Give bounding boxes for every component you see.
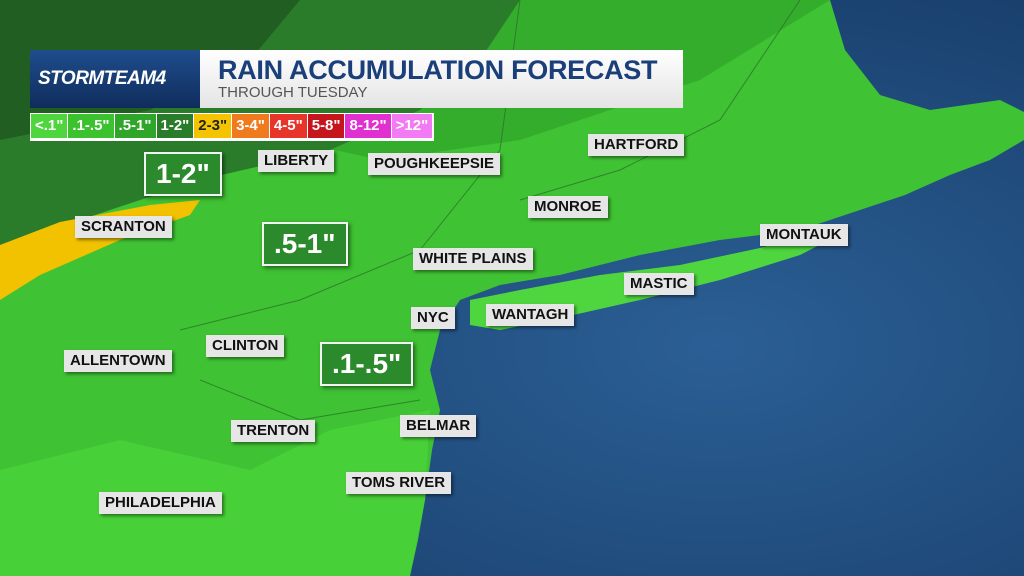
legend-item: 3-4" bbox=[232, 114, 269, 138]
legend-item: .1-.5" bbox=[68, 114, 114, 138]
city-label: MASTIC bbox=[624, 273, 694, 295]
subtitle: THROUGH TUESDAY bbox=[218, 84, 368, 101]
legend-item: 4-5" bbox=[269, 114, 307, 138]
city-label: NYC bbox=[411, 307, 455, 329]
city-label: TRENTON bbox=[231, 420, 316, 442]
title-box: RAIN ACCUMULATION FORECAST THROUGH TUESD… bbox=[200, 50, 683, 108]
city-label: WANTAGH bbox=[486, 304, 575, 326]
city-label: ALLENTOWN bbox=[64, 350, 172, 372]
city-label: POUGHKEEPSIE bbox=[368, 153, 501, 175]
city-label: CLINTON bbox=[206, 335, 285, 357]
city-label: MONROE bbox=[528, 196, 608, 218]
legend-item: >12" bbox=[391, 114, 433, 138]
city-label: BELMAR bbox=[400, 415, 477, 437]
city-label: MONTAUK bbox=[760, 224, 848, 246]
legend-item: 8-12" bbox=[345, 114, 391, 138]
city-label: HARTFORD bbox=[588, 134, 685, 156]
zone-label: .1-.5" bbox=[320, 342, 414, 386]
city-label: WHITE PLAINS bbox=[413, 248, 533, 270]
brand: STORMTEAM4 bbox=[38, 68, 166, 89]
legend: <.1" .1-.5" .5-1" 1-2" 2-3" 3-4" 4-5" 5-8" 8-12"… bbox=[30, 113, 435, 141]
legend-item: 5-8" bbox=[307, 114, 345, 138]
legend-item: 1-2" bbox=[156, 114, 194, 138]
city-label: SCRANTON bbox=[75, 216, 172, 238]
legend-item: <.1" bbox=[31, 114, 68, 138]
city-label: TOMS RIVER bbox=[346, 472, 452, 494]
brand-logo: STORMTEAM4 bbox=[30, 50, 200, 108]
legend-item: .5-1" bbox=[114, 114, 156, 138]
zone-label: 1-2" bbox=[144, 152, 222, 196]
legend-item: 2-3" bbox=[194, 114, 232, 138]
zone-label: .5-1" bbox=[262, 222, 348, 266]
title: RAIN ACCUMULATION FORECAST bbox=[218, 55, 658, 85]
city-label: LIBERTY bbox=[258, 150, 335, 172]
city-label: PHILADELPHIA bbox=[99, 492, 222, 514]
